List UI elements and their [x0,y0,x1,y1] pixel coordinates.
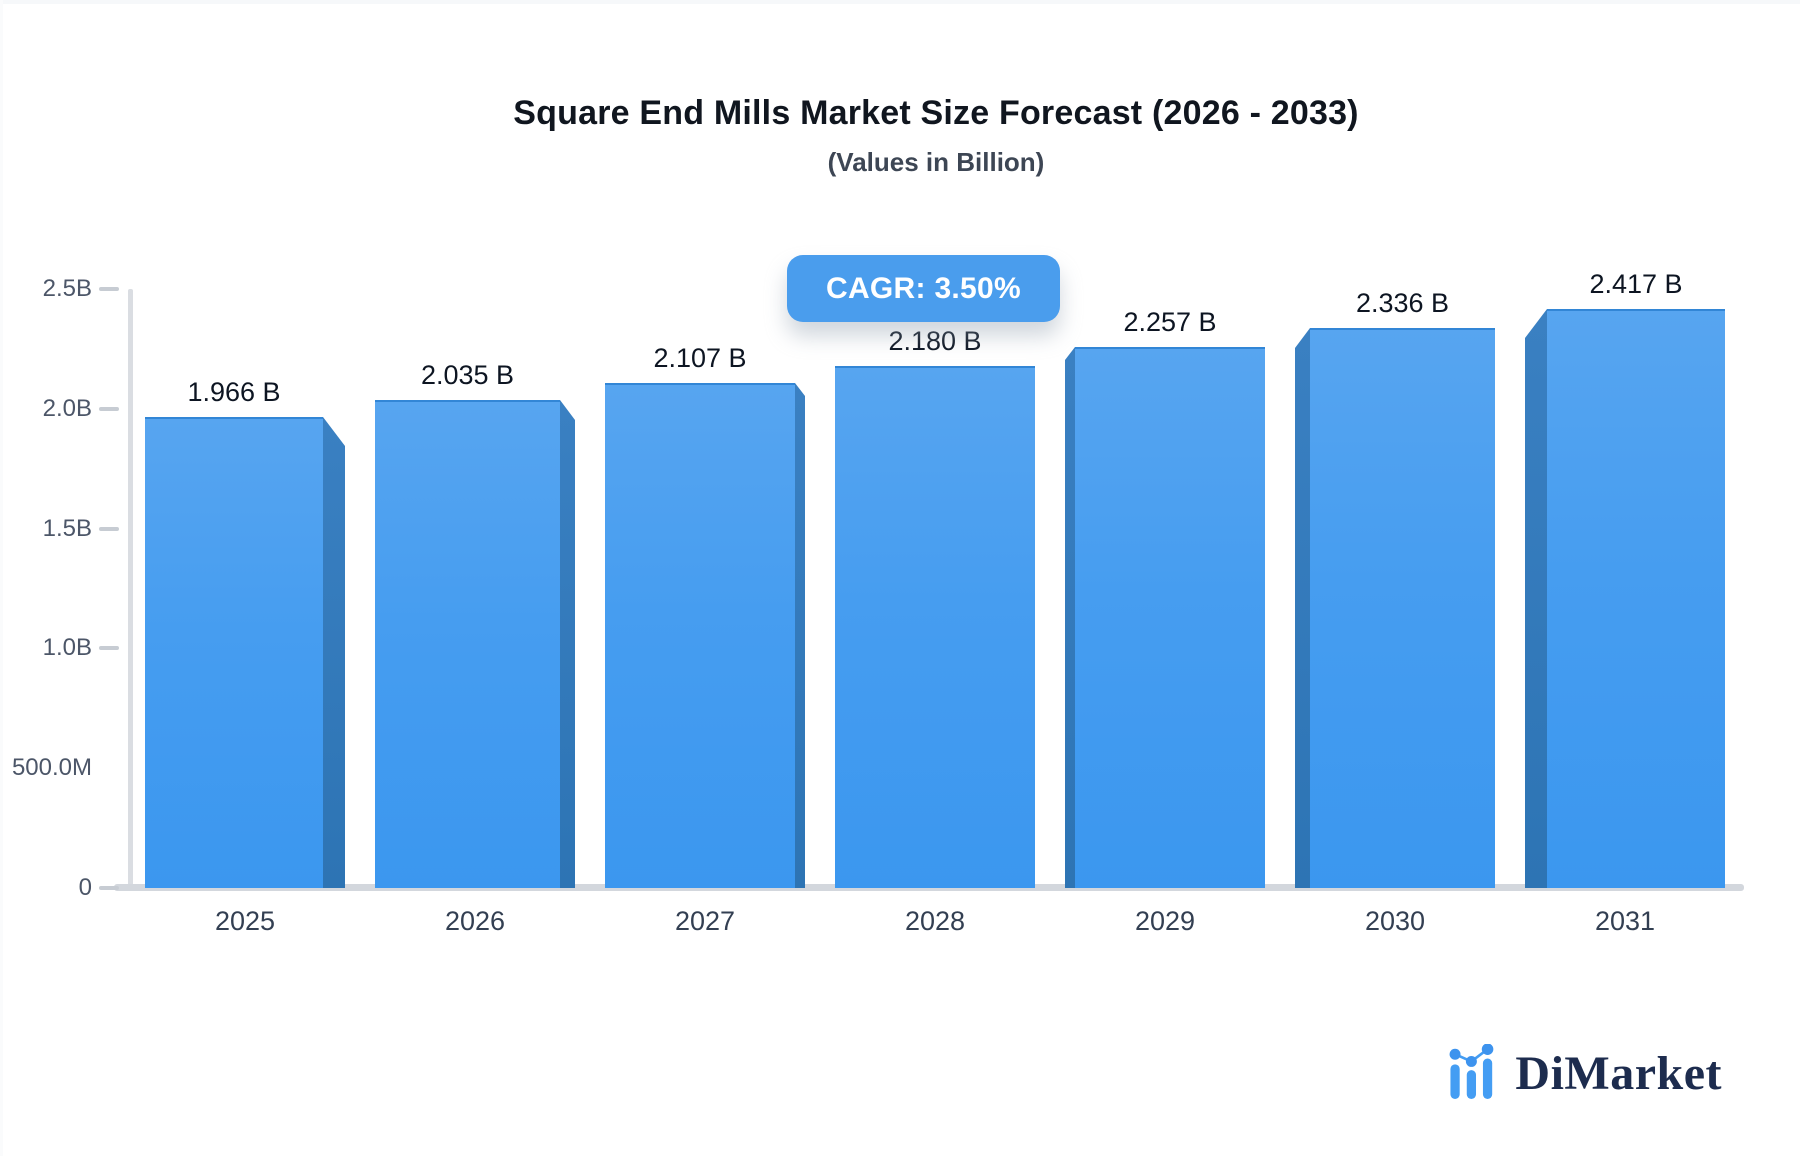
y-tick-label: 500.0M [11,754,92,781]
bar-value-label: 1.966 B [187,377,281,407]
bar-value-label: 2.035 B [420,360,515,390]
x-axis-label: 2029 [1134,906,1196,936]
bar-side-3d [795,383,805,888]
y-axis-line [128,289,133,888]
x-axis-label: 2025 [214,906,276,936]
y-tick-label: 2.0B [42,395,92,422]
bar-2028[interactable] [835,366,1035,888]
bar-side-3d [1525,309,1547,888]
bar-face [835,366,1035,888]
bar-side-3d [1065,347,1075,888]
y-tick-dash [99,287,119,291]
bar-side-3d [323,417,345,888]
bar-chart-logo-icon [1449,1044,1501,1102]
bar-value-label: 2.107 B [653,343,747,373]
y-tick-dash [99,527,119,531]
page-left-edge [0,0,3,1156]
bar-value-label: 2.417 B [1589,269,1683,299]
bar-value-label: 2.180 B [888,326,982,356]
bar-value-label: 2.257 B [1123,307,1217,337]
bar-face [1547,309,1725,888]
bar-face [605,383,795,888]
y-tick-label: 0 [78,874,92,901]
bar-2029[interactable] [1065,347,1265,888]
chart-subtitle: (Values in Billion) [827,147,1045,177]
brand-logo: DiMarket [1449,1040,1722,1106]
bar-side-3d [1295,328,1310,888]
bar-face [145,417,323,888]
bar-side-3d [560,400,575,888]
bar-value-label: 2.336 B [1355,288,1450,318]
x-axis-label: 2026 [444,906,506,936]
brand-logo-text: DiMarket [1515,1046,1722,1100]
bar-face [1075,347,1265,888]
y-tick-label: 2.5B [42,275,92,302]
bar-2030[interactable] [1295,328,1495,888]
x-axis-label: 2031 [1594,906,1656,936]
bar-2026[interactable] [375,400,575,888]
page-top-edge [0,0,1800,4]
chart-title: Square End Mills Market Size Forecast (2… [513,94,1359,132]
bar-2031[interactable] [1525,309,1725,888]
bar-face [375,400,560,888]
y-tick-dash [99,886,119,890]
bar-2027[interactable] [605,383,805,888]
y-tick-dash [99,407,119,411]
y-tick-label: 1.5B [42,515,92,542]
y-tick-label: 1.0B [42,634,92,661]
x-axis-label: 2027 [674,906,736,936]
bar-face [1310,328,1495,888]
y-tick-dash [99,646,119,650]
cagr-badge-label: CAGR: 3.50% [825,271,1022,305]
x-axis-label: 2030 [1364,906,1426,936]
cagr-badge: CAGR: 3.50% [787,255,1060,322]
x-axis-label: 2028 [904,906,966,936]
bar-2025[interactable] [145,417,345,888]
